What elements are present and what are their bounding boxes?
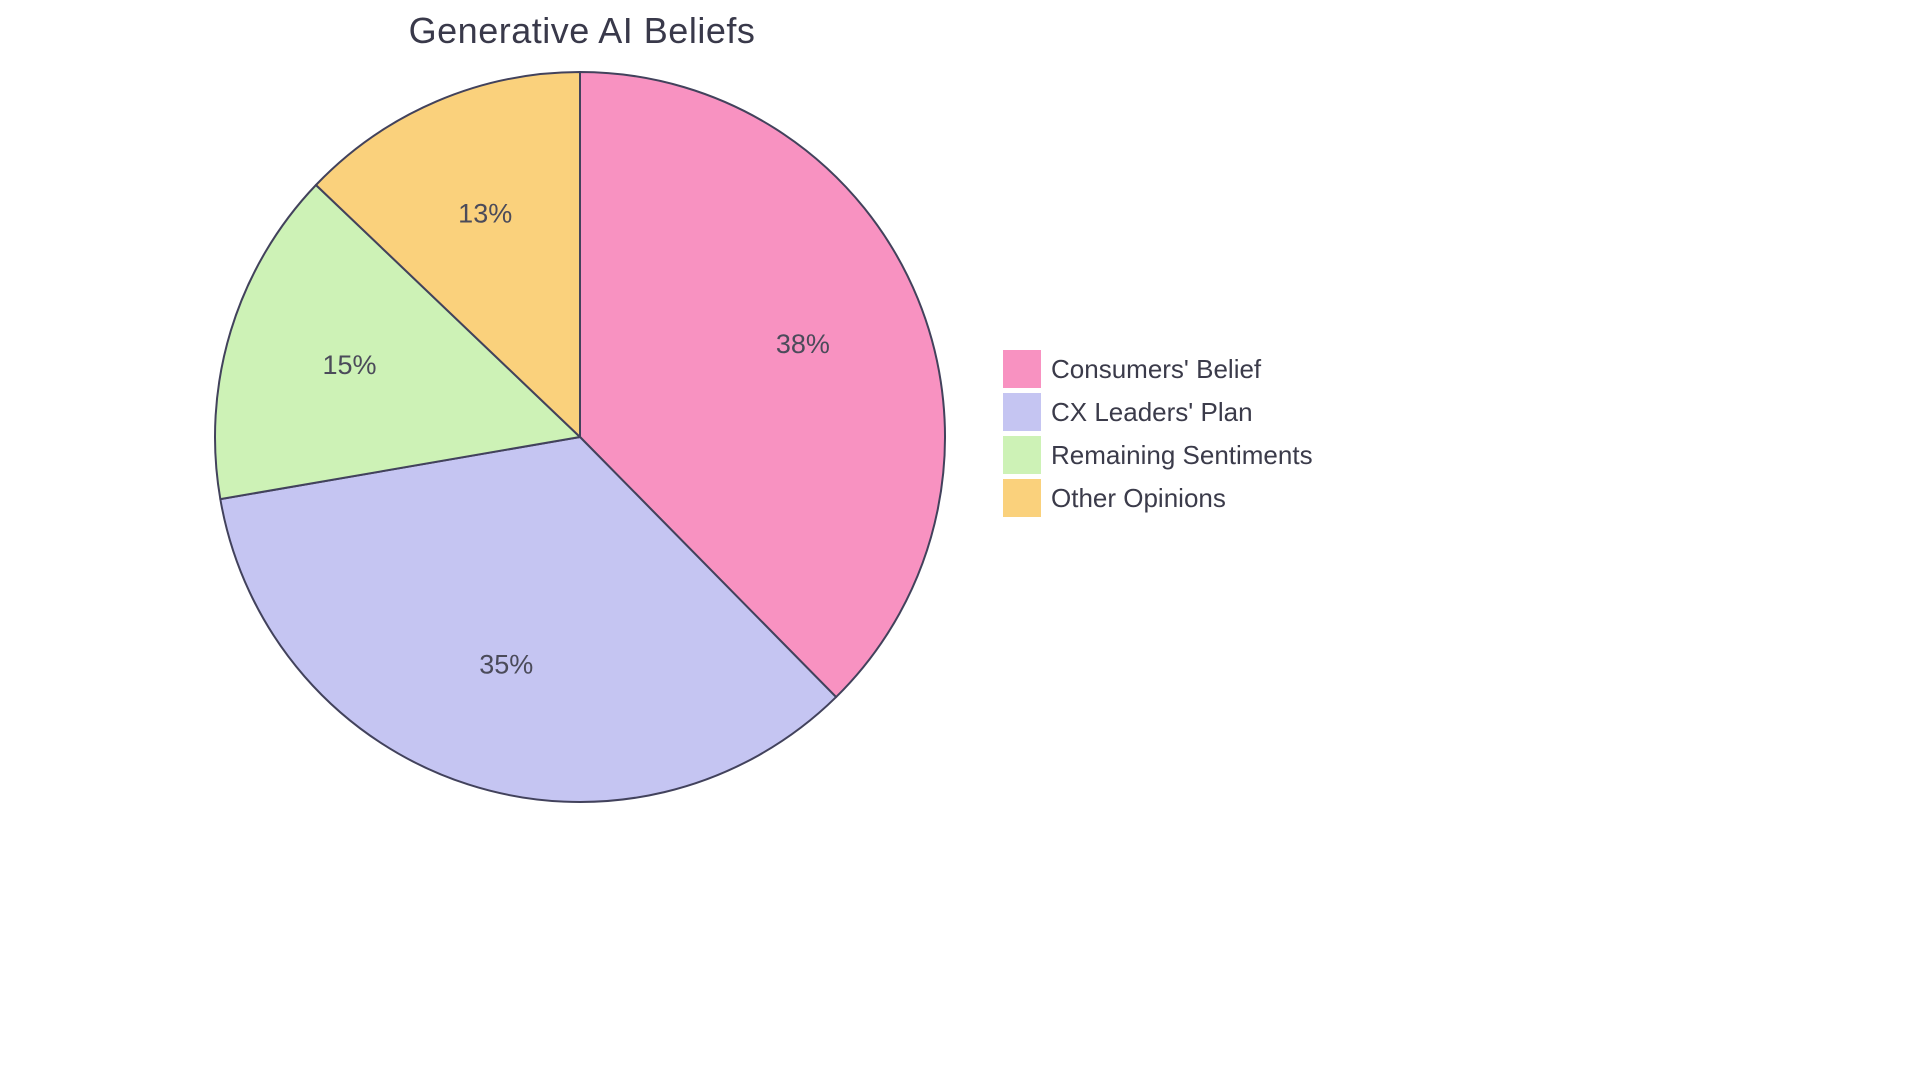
legend-label: CX Leaders' Plan bbox=[1051, 396, 1253, 427]
legend-item: CX Leaders' Plan bbox=[1003, 393, 1313, 431]
legend-swatch bbox=[1003, 350, 1041, 388]
legend-swatch bbox=[1003, 436, 1041, 474]
legend-label: Other Opinions bbox=[1051, 482, 1226, 513]
slice-percentage-label: 35% bbox=[479, 649, 533, 679]
pie-slice bbox=[579, 71, 946, 699]
pie-slice-labels: 38% 35% 15% 13% bbox=[322, 199, 829, 680]
pie-slice bbox=[214, 184, 581, 501]
legend-label: Remaining Sentiments bbox=[1051, 439, 1313, 470]
chart-legend: Consumers' Belief CX Leaders' Plan Remaini… bbox=[1003, 350, 1313, 517]
legend-item: Consumers' Belief bbox=[1003, 350, 1313, 388]
pie-slices bbox=[214, 71, 946, 803]
slice-percentage-label: 38% bbox=[776, 329, 830, 359]
pie-slice bbox=[314, 71, 581, 438]
legend-item: Remaining Sentiments bbox=[1003, 436, 1313, 474]
pie-slice bbox=[219, 436, 838, 803]
slice-percentage-label: 15% bbox=[322, 350, 376, 380]
slice-percentage-label: 13% bbox=[458, 199, 512, 229]
legend-swatch bbox=[1003, 479, 1041, 517]
legend-item: Other Opinions bbox=[1003, 479, 1313, 517]
chart-title: Generative AI Beliefs bbox=[408, 10, 756, 51]
legend-label: Consumers' Belief bbox=[1051, 353, 1262, 384]
legend-swatch bbox=[1003, 393, 1041, 431]
